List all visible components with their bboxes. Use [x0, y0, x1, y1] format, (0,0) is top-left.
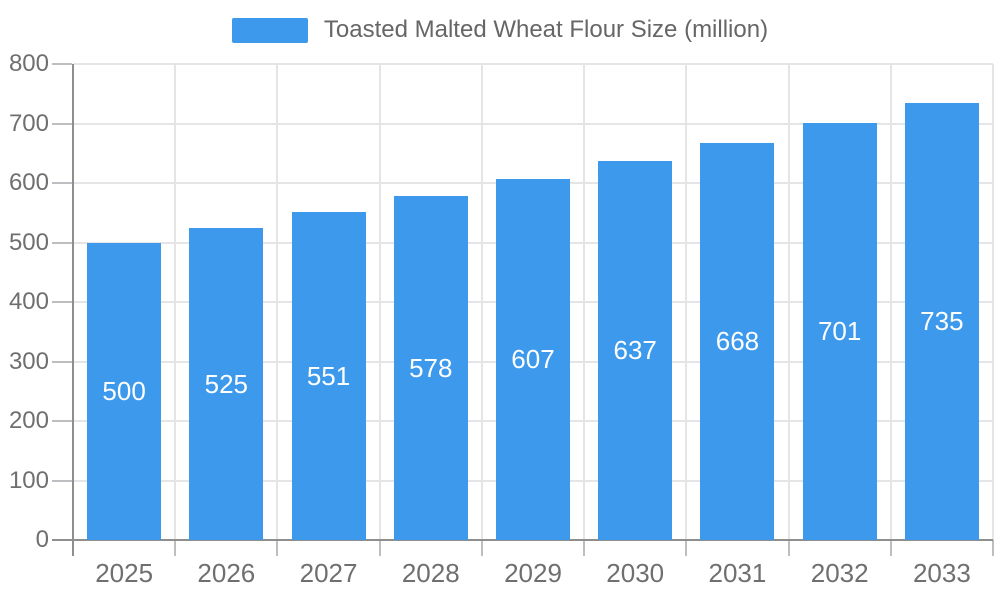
x-axis-label: 2027: [299, 558, 358, 588]
bar-value-label: 578: [409, 353, 453, 384]
y-axis-tick: [52, 420, 72, 422]
legend-label: Toasted Malted Wheat Flour Size (million…: [323, 16, 769, 43]
bar[interactable]: [904, 102, 979, 540]
y-axis-label: 100: [8, 466, 49, 494]
bar-value-label: 525: [204, 368, 249, 399]
x-axis-label: 2031: [708, 558, 767, 588]
y-axis-label: 0: [35, 526, 49, 553]
x-axis-label: 2026: [197, 558, 256, 588]
y-axis-label: 800: [8, 50, 49, 77]
bar-value-label: 607: [511, 344, 555, 375]
bar[interactable]: [189, 227, 264, 540]
bar[interactable]: [802, 122, 877, 540]
bar[interactable]: [393, 196, 468, 540]
bar-value-label: 668: [715, 326, 760, 357]
gridline-vertical: [583, 64, 586, 540]
x-axis-label: 2025: [95, 558, 154, 588]
x-axis-label: 2030: [606, 558, 665, 588]
gridline-vertical: [685, 64, 688, 540]
y-axis-label: 600: [8, 169, 49, 196]
y-axis-tick: [52, 63, 72, 65]
bar[interactable]: [496, 178, 570, 540]
x-axis-tick: [276, 540, 279, 556]
legend-swatch-icon: [231, 17, 308, 43]
gridline-vertical: [889, 64, 892, 540]
y-axis-tick: [52, 182, 72, 184]
bar-value-label: 735: [920, 306, 964, 337]
bar[interactable]: [87, 242, 162, 540]
gridline-vertical: [174, 64, 177, 540]
y-axis-label: 700: [8, 109, 49, 137]
x-axis-label: 2028: [401, 558, 460, 588]
x-axis-label: 2033: [912, 558, 971, 588]
y-axis-label: 400: [8, 288, 49, 315]
gridline-vertical: [992, 64, 994, 540]
y-axis-tick: [52, 241, 72, 244]
bar-value-label: 701: [817, 316, 862, 347]
y-axis-label: 500: [8, 228, 49, 256]
gridline-vertical: [480, 64, 483, 540]
x-axis-tick: [378, 540, 381, 556]
gridline-horizontal: [73, 63, 993, 65]
gridline-horizontal: [73, 122, 993, 125]
y-axis-label: 300: [8, 347, 49, 375]
y-axis-tick: [52, 301, 72, 303]
legend-item[interactable]: Toasted Malted Wheat Flour Size (million…: [0, 15, 1000, 45]
x-axis-tick: [685, 540, 688, 556]
bar[interactable]: [291, 212, 366, 540]
x-axis-line: [52, 539, 993, 541]
bar-value-label: 551: [306, 361, 351, 392]
bar-value-label: 500: [102, 376, 146, 407]
x-axis-label: 2029: [504, 558, 562, 588]
gridline-vertical: [378, 64, 381, 540]
x-axis-label: 2032: [810, 558, 869, 588]
bar-value-label: 637: [613, 335, 657, 366]
x-axis-tick: [992, 540, 994, 556]
gridline-vertical: [276, 64, 279, 540]
bar[interactable]: [700, 142, 775, 540]
bar[interactable]: [598, 160, 673, 540]
x-axis-tick: [889, 540, 892, 556]
y-axis-tick: [52, 479, 72, 482]
y-axis-label: 200: [8, 407, 49, 434]
x-axis-tick: [787, 540, 790, 556]
x-axis-tick: [174, 540, 177, 556]
x-axis-tick: [583, 540, 586, 556]
gridline-vertical: [787, 64, 790, 540]
y-axis-tick: [52, 360, 72, 363]
y-axis-line: [72, 64, 74, 556]
x-axis-tick: [480, 540, 483, 556]
y-axis-tick: [52, 122, 72, 125]
